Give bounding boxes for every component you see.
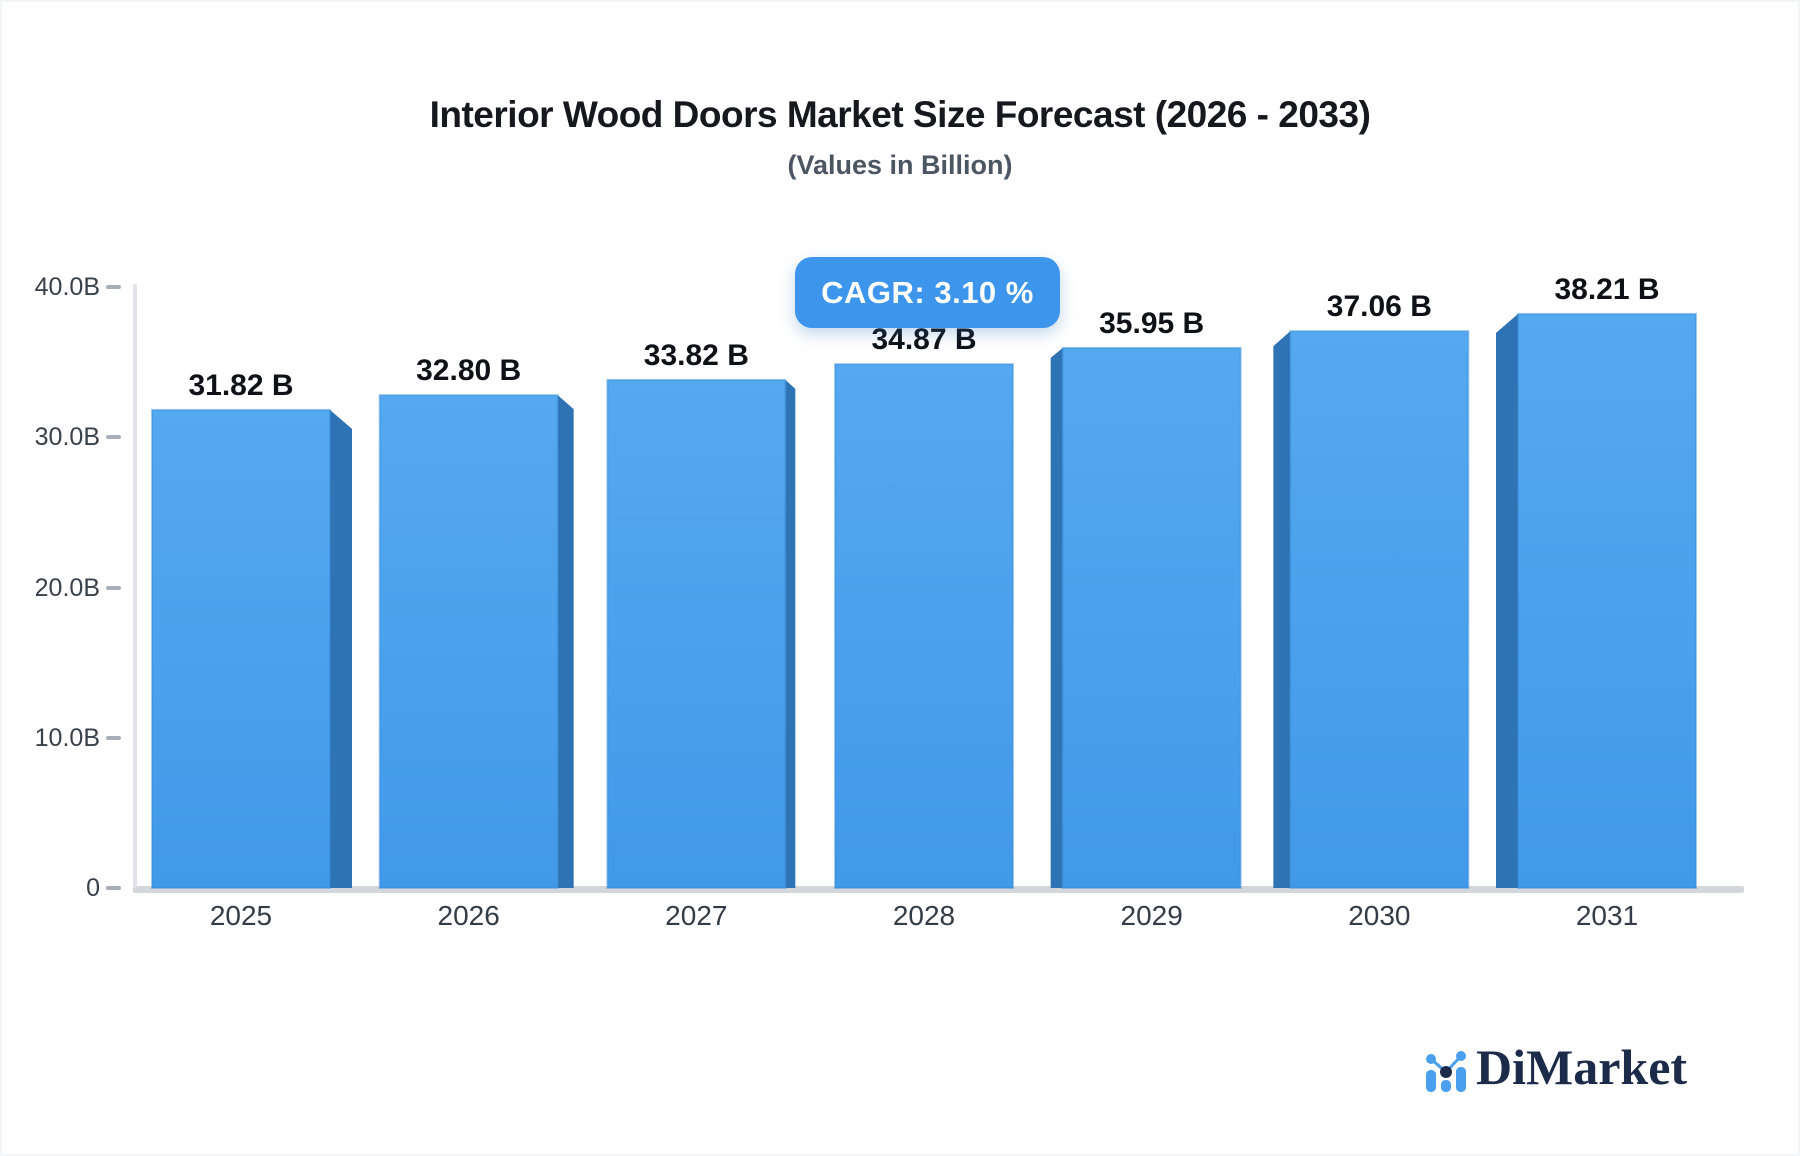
bar-side-3d [1273, 331, 1291, 889]
bar-2031 [1517, 312, 1698, 889]
chart-subtitle: (Values in Billion) [787, 150, 1013, 180]
y-tick-mark [106, 886, 121, 890]
chart-header: Interior Wood Doors Market Size Forecast… [2, 94, 1798, 181]
y-tick-mark [106, 585, 121, 590]
bar-value-label: 31.82 B [188, 368, 294, 402]
bar-side-3d [785, 379, 796, 888]
y-axis-line [133, 284, 137, 888]
bar-value-label: 33.82 B [643, 338, 749, 372]
logo-wordmark: DiMarket [1476, 1039, 1688, 1095]
y-tick-label: 30.0B [34, 423, 100, 452]
bar-side-3d [1050, 347, 1063, 888]
bar-2030 [1289, 330, 1470, 889]
cagr-badge: CAGR: 3.10 % [795, 257, 1060, 328]
y-tick-mark [106, 285, 121, 289]
bar-value-label: 35.95 B [1099, 306, 1205, 340]
bar-value-label: 32.80 B [416, 354, 522, 388]
bar-2025 [151, 408, 331, 889]
bar-side-3d [330, 409, 352, 888]
page-title: Interior Wood Doors Market Size Forecast… [429, 94, 1371, 135]
x-tick-label: 2029 [1120, 900, 1183, 931]
y-tick-mark [106, 435, 121, 440]
x-axis-line [133, 886, 1744, 893]
x-tick-label: 2025 [209, 900, 273, 931]
x-tick-label: 2027 [665, 900, 728, 931]
bar-2028 [834, 363, 1015, 889]
bar-value-label: 34.87 B [871, 323, 977, 357]
mini-bar-chart-icon [1426, 1051, 1466, 1092]
y-tick-mark [106, 735, 121, 740]
x-tick-label: 2028 [892, 900, 956, 931]
bar-value-label: 38.21 B [1554, 272, 1660, 306]
bar-2027 [606, 378, 787, 889]
y-tick-label: 40.0B [34, 273, 100, 301]
y-tick-label: 0 [86, 874, 100, 902]
x-tick-label: 2026 [437, 900, 500, 931]
y-tick-label: 10.0B [34, 723, 100, 752]
bar-side-3d [1496, 313, 1519, 888]
bar-2029 [1061, 346, 1242, 889]
x-tick-label: 2031 [1575, 900, 1639, 931]
bar-2026 [378, 394, 559, 889]
x-tick-label: 2030 [1348, 900, 1411, 931]
bar-value-label: 37.06 B [1326, 290, 1432, 324]
y-tick-label: 20.0B [34, 573, 100, 602]
bar-side-3d [557, 395, 574, 888]
